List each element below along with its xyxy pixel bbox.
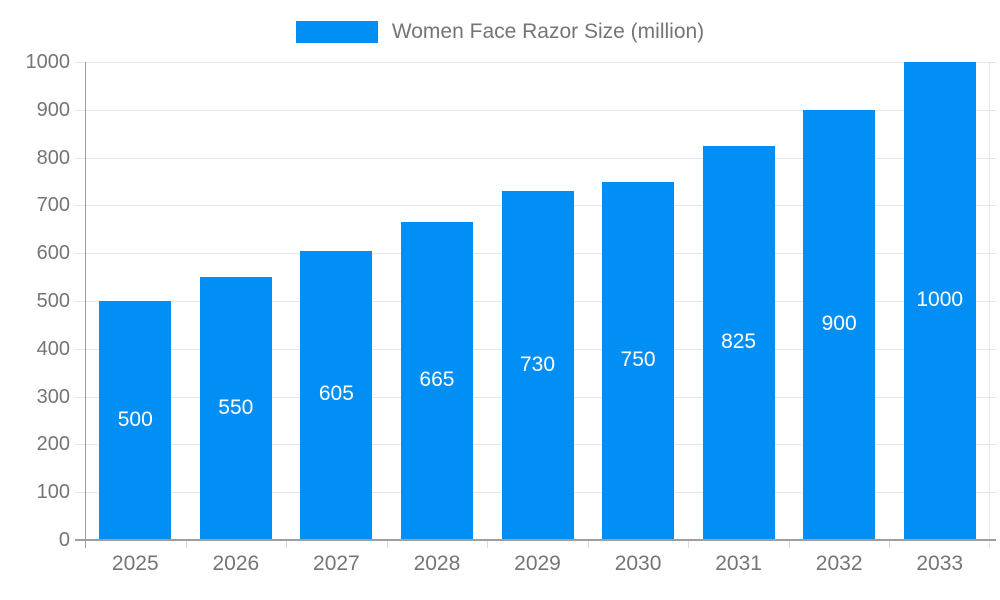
y-axis-tick-label: 100 xyxy=(36,481,70,504)
bar-2027[interactable]: 605 xyxy=(300,250,373,540)
y-axis-tick-label: 900 xyxy=(36,98,70,121)
bar-value-label: 500 xyxy=(117,407,153,431)
bar-value-label: 605 xyxy=(318,382,354,406)
bar-value-label: 825 xyxy=(721,329,757,353)
y-axis-tick-label: 200 xyxy=(36,433,70,456)
y-axis-tick-label: 0 xyxy=(58,529,70,551)
y-axis-tick-label: 500 xyxy=(36,290,70,312)
x-axis-tick-label: 2026 xyxy=(212,552,260,575)
bar-2030[interactable]: 750 xyxy=(602,181,675,540)
y-axis-tick-label: 700 xyxy=(36,194,70,217)
bar-2029[interactable]: 730 xyxy=(501,191,574,540)
x-axis-tick xyxy=(788,540,790,548)
x-axis-tick xyxy=(587,540,589,548)
y-axis-tick-label: 800 xyxy=(36,146,70,169)
x-axis-tick-label: 2028 xyxy=(413,552,461,575)
x-axis-tick-label: 2033 xyxy=(916,552,964,575)
x-axis-tick-label: 2029 xyxy=(514,552,561,575)
y-gridline xyxy=(75,109,996,111)
bar-value-label: 550 xyxy=(218,395,254,419)
legend-label: Women Face Razor Size (million) xyxy=(391,20,705,43)
bar-value-label: 750 xyxy=(620,347,656,371)
bar-2026[interactable]: 550 xyxy=(199,277,272,540)
x-axis-tick xyxy=(185,540,187,548)
x-axis-tick-label: 2031 xyxy=(715,552,762,575)
bar-2028[interactable]: 665 xyxy=(400,222,473,540)
chart-legend[interactable]: Women Face Razor Size (million) xyxy=(0,18,1000,46)
x-axis-tick xyxy=(386,540,388,548)
plot-right-border xyxy=(989,62,990,548)
bar-2025[interactable]: 500 xyxy=(99,301,172,540)
plot-area: 500 550 605 665 730 750 825 900 1000 xyxy=(75,62,996,548)
y-gridline xyxy=(75,157,996,159)
y-axis-tick-label: 400 xyxy=(36,337,70,360)
x-axis-tick-label: 2030 xyxy=(614,552,662,575)
x-axis-tick xyxy=(889,540,891,548)
bar-value-label: 1000 xyxy=(916,288,964,311)
y-axis-tick-label: 1000 xyxy=(25,51,71,73)
bar-2033[interactable]: 1000 xyxy=(903,62,976,540)
x-axis-tick-label: 2025 xyxy=(111,552,159,575)
bar-value-label: 665 xyxy=(419,368,455,392)
x-axis-tick xyxy=(286,540,288,548)
bar-value-label: 730 xyxy=(519,352,556,376)
bar-2031[interactable]: 825 xyxy=(702,145,775,540)
x-axis-line xyxy=(75,539,996,541)
x-axis-tick-label: 2032 xyxy=(815,552,863,575)
bar-2032[interactable]: 900 xyxy=(803,109,876,540)
y-axis-tick-label: 600 xyxy=(36,242,70,265)
y-axis-line xyxy=(85,62,86,548)
bar-value-label: 900 xyxy=(821,311,857,335)
y-gridline xyxy=(75,62,996,63)
x-axis-tick xyxy=(487,540,489,548)
legend-swatch xyxy=(295,21,378,43)
x-axis-tick-label: 2027 xyxy=(313,552,360,575)
y-axis-tick-label: 300 xyxy=(36,385,70,408)
x-axis-tick xyxy=(688,540,690,548)
